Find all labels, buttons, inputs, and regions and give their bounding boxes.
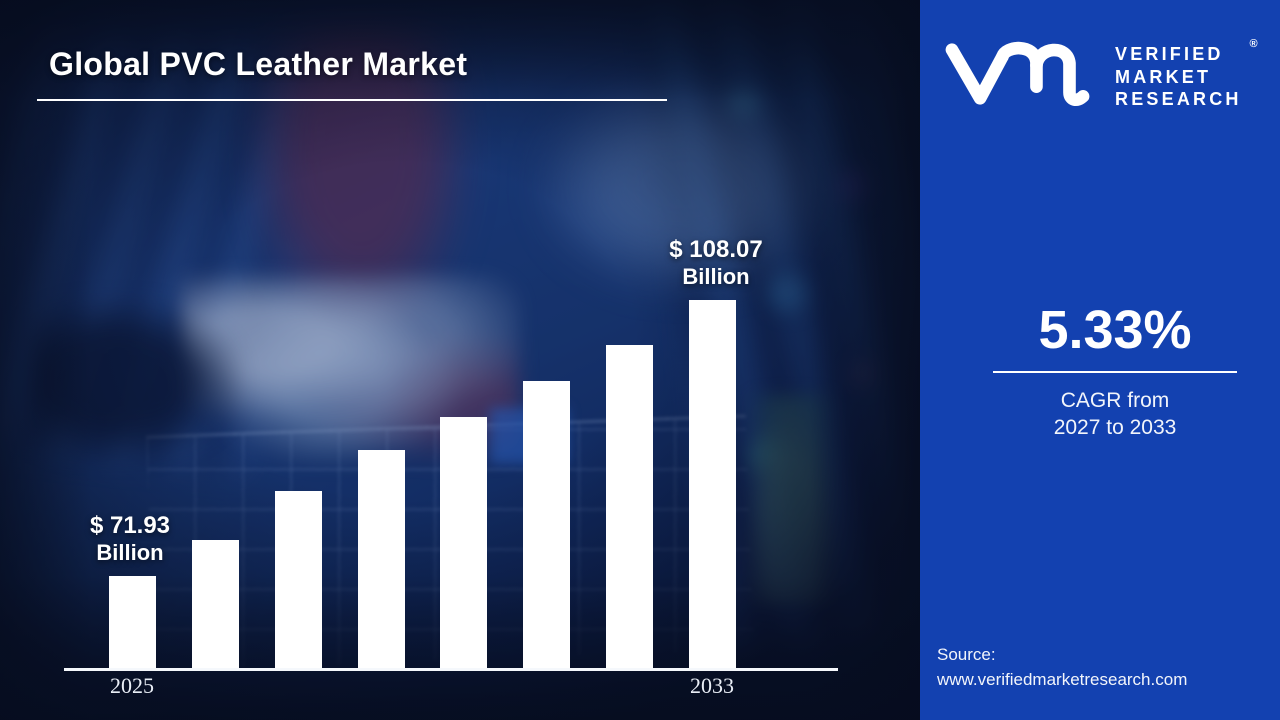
last-bar-value-label: $ 108.07 Billion <box>650 236 782 290</box>
cagr-caption-line1: CAGR from <box>1060 388 1170 412</box>
cagr-caption-line2: 2027 to 2033 <box>1053 415 1177 439</box>
cagr-divider <box>993 370 1237 373</box>
bar <box>357 450 405 669</box>
x-tick-2025: 2025 <box>110 673 154 698</box>
x-tick-2033: 2033 <box>690 673 734 698</box>
right-panel: VERIFIED MARKET RESEARCH ® 5.33% CAGR fr… <box>920 0 1280 720</box>
blurred-pineapple <box>745 395 840 605</box>
bar <box>523 381 571 669</box>
first-bar-value-label: $ 71.93 Billion <box>64 512 196 566</box>
bar <box>191 540 239 669</box>
source-attribution: Source: www.verifiedmarketresearch.com <box>937 642 1187 692</box>
brand-name: VERIFIED MARKET RESEARCH ® <box>1115 38 1258 111</box>
bar-group <box>109 300 736 669</box>
brand-line-market: MARKET <box>1115 66 1212 87</box>
cagr-value: 5.33% <box>1038 300 1192 360</box>
source-url: www.verifiedmarketresearch.com <box>937 670 1188 689</box>
last-bar-value: $ 108.07 <box>669 236 763 263</box>
vmr-monogram-icon <box>945 41 1090 107</box>
registered-trademark-symbol: ® <box>1249 38 1258 50</box>
first-bar-value: $ 71.93 <box>89 512 171 539</box>
source-label: Source: <box>937 645 996 664</box>
bar <box>440 417 488 669</box>
bar <box>274 491 322 669</box>
x-axis-line <box>64 668 838 671</box>
bar <box>606 345 654 669</box>
bar <box>688 300 736 669</box>
brand-logo: VERIFIED MARKET RESEARCH ® <box>943 38 1258 111</box>
bar <box>109 576 156 669</box>
title-underline <box>37 99 667 101</box>
brand-line-verified: VERIFIED <box>1115 44 1224 64</box>
cagr-stat: 5.33% CAGR from 2027 to 2033 <box>993 302 1237 441</box>
first-bar-unit: Billion <box>96 540 164 565</box>
last-bar-unit: Billion <box>682 264 750 289</box>
page-title: Global PVC Leather Market <box>49 46 468 82</box>
brand-line-research: RESEARCH <box>1115 89 1242 109</box>
